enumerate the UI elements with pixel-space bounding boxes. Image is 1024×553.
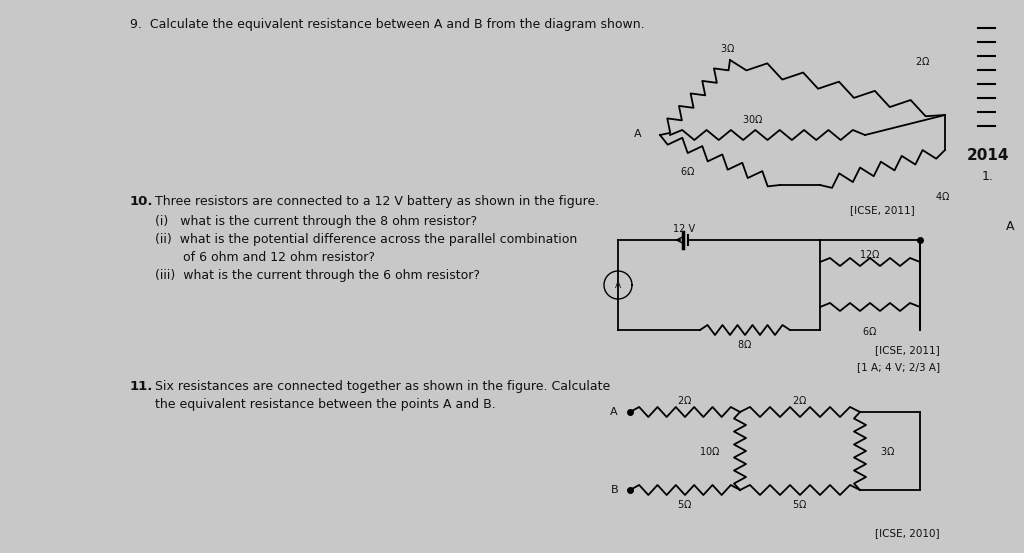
- Text: A: A: [615, 281, 622, 290]
- Text: the equivalent resistance between the points A and B.: the equivalent resistance between the po…: [155, 398, 496, 411]
- Text: 11.: 11.: [130, 380, 154, 393]
- Text: [1 A; 4 V; 2/3 A]: [1 A; 4 V; 2/3 A]: [857, 362, 940, 372]
- Text: 9.  Calculate the equivalent resistance between A and B from the diagram shown.: 9. Calculate the equivalent resistance b…: [130, 18, 645, 31]
- Text: of 6 ohm and 12 ohm resistor?: of 6 ohm and 12 ohm resistor?: [155, 251, 375, 264]
- Text: [ICSE, 2010]: [ICSE, 2010]: [876, 528, 940, 538]
- Text: B: B: [610, 485, 618, 495]
- Text: (i)   what is the current through the 8 ohm resistor?: (i) what is the current through the 8 oh…: [155, 215, 477, 228]
- Text: 8$\Omega$: 8$\Omega$: [737, 338, 753, 350]
- Text: 6$\Omega$: 6$\Omega$: [862, 325, 878, 337]
- Text: (ii)  what is the potential difference across the parallel combination: (ii) what is the potential difference ac…: [155, 233, 578, 246]
- Text: 5$\Omega$: 5$\Omega$: [678, 498, 692, 510]
- Text: Six resistances are connected together as shown in the figure. Calculate: Six resistances are connected together a…: [155, 380, 610, 393]
- Text: 2$\Omega$: 2$\Omega$: [915, 55, 930, 67]
- Text: Three resistors are connected to a 12 V battery as shown in the figure.: Three resistors are connected to a 12 V …: [155, 195, 599, 208]
- Text: A: A: [635, 129, 642, 139]
- Text: 10$\Omega$: 10$\Omega$: [699, 445, 721, 457]
- Text: 2$\Omega$: 2$\Omega$: [678, 394, 692, 406]
- Text: 2014: 2014: [967, 148, 1010, 163]
- Text: 12$\Omega$: 12$\Omega$: [859, 248, 881, 260]
- Text: 3$\Omega$: 3$\Omega$: [720, 42, 735, 54]
- Text: (iii)  what is the current through the 6 ohm resistor?: (iii) what is the current through the 6 …: [155, 269, 480, 282]
- Text: [ICSE, 2011]: [ICSE, 2011]: [850, 205, 914, 215]
- Text: 2$\Omega$: 2$\Omega$: [793, 394, 808, 406]
- Text: A: A: [610, 407, 618, 417]
- Text: 3$\Omega$: 3$\Omega$: [881, 445, 896, 457]
- Text: [ICSE, 2011]: [ICSE, 2011]: [876, 345, 940, 355]
- Text: 5$\Omega$: 5$\Omega$: [793, 498, 808, 510]
- Text: 10.: 10.: [130, 195, 154, 208]
- Text: 6$\Omega$: 6$\Omega$: [680, 165, 695, 177]
- Text: 1.: 1.: [982, 170, 994, 183]
- Text: A: A: [1006, 220, 1014, 233]
- Text: 12 V: 12 V: [673, 224, 695, 234]
- Text: 4$\Omega$: 4$\Omega$: [935, 190, 950, 202]
- Text: 30$\Omega$: 30$\Omega$: [742, 113, 763, 125]
